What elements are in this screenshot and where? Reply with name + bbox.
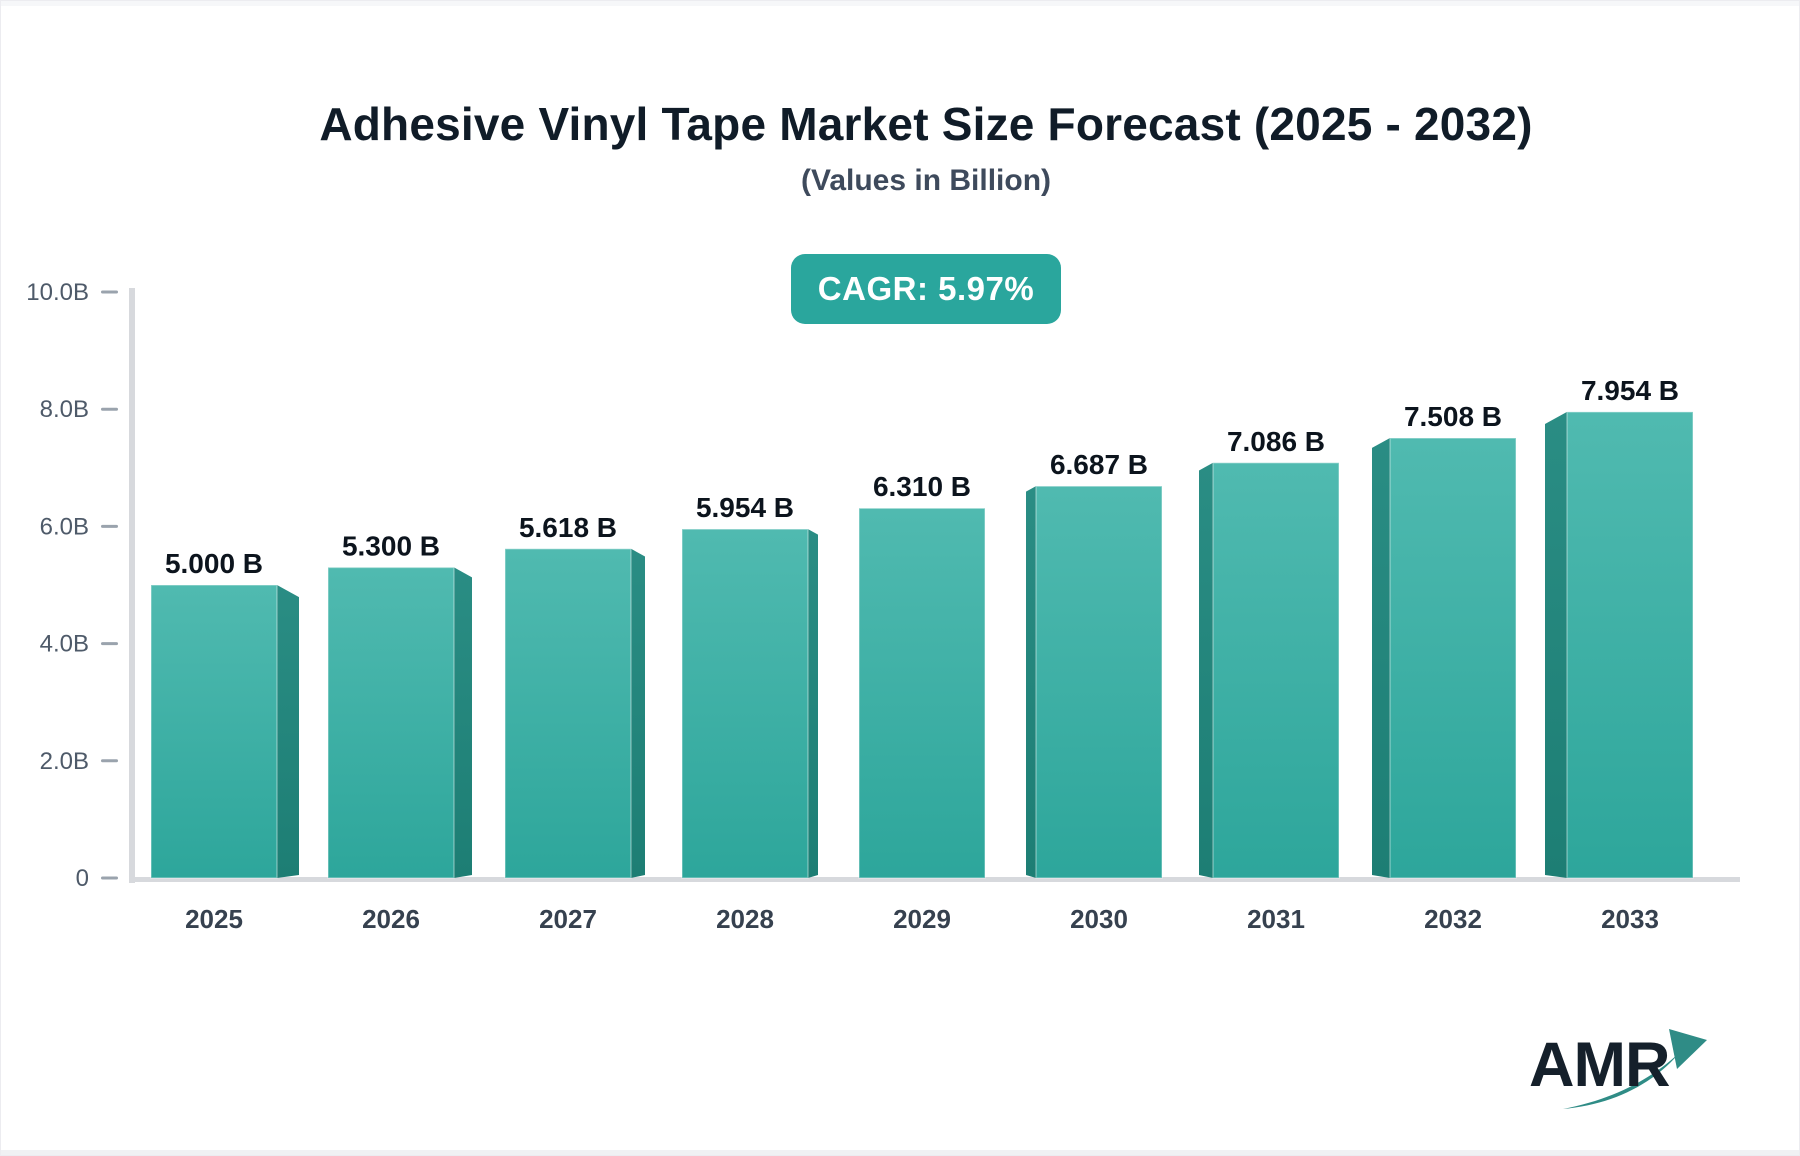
amr-logo-text: AMR [1529,1030,1670,1100]
y-tick-mark [101,407,118,411]
x-tick-label: 2032 [1424,904,1482,934]
chart-bars [150,411,1694,879]
y-tick-label: 4.0B [40,631,89,658]
bar-2028 [681,528,809,879]
y-tick-mark [101,524,118,528]
bar-2032 [1389,437,1517,879]
x-tick-label: 2028 [716,904,774,934]
y-tick-label: 8.0B [40,396,89,423]
x-axis-line [129,877,1740,882]
bar-2033 [1566,411,1694,879]
bar-value-label: 5.300 B [342,530,440,561]
bar-2025 [150,584,278,879]
chart-title: Adhesive Vinyl Tape Market Size Forecast… [319,98,1533,150]
chart-axes [101,288,1740,883]
y-tick-mark [101,876,118,880]
bar-value-label: 5.954 B [696,492,794,523]
bar-side-2028 [808,529,818,878]
x-tick-label: 2033 [1601,904,1659,934]
bar-side-2027 [631,548,645,878]
chart-subtitle: (Values in Billion) [800,164,1052,197]
bar-value-label: 6.687 B [1050,449,1148,480]
top-edge-strip [1,1,1799,6]
y-tick-label: 2.0B [40,748,89,775]
y-tick-mark [101,759,118,763]
cagr-badge: CAGR: 5.97% [791,254,1061,324]
chart-labels: 0 2.0B 4.0B 6.0B 8.0B 10.0B 5.000 B 2025 5.300 B… [26,279,1679,934]
bar-side-2030 [1026,486,1036,878]
x-tick-label: 2025 [185,904,243,934]
bar-side-2031 [1199,462,1213,878]
bar-value-label: 7.508 B [1404,401,1502,432]
y-axis-line [129,288,135,883]
bar-side-2025 [277,585,299,878]
bar-value-label: 6.310 B [873,471,971,502]
y-tick-mark [101,290,118,294]
y-tick-label: 6.0B [40,513,89,540]
x-tick-label: 2030 [1070,904,1128,934]
bar-2026 [327,566,455,879]
bar-value-label: 5.618 B [519,512,617,543]
amr-logo: AMR [1521,1023,1721,1123]
bar-side-2026 [454,567,472,878]
chart-header: Adhesive Vinyl Tape Market Size Forecast… [51,1,1799,200]
y-tick-label: 0 [76,865,89,892]
bar-2031 [1212,462,1340,879]
bar-2029 [858,507,986,879]
bar-2030 [1035,485,1163,879]
x-tick-label: 2029 [893,904,951,934]
bar-value-label: 7.086 B [1227,426,1325,457]
bottom-edge-strip [1,1150,1799,1155]
bar-value-label: 7.954 B [1581,375,1679,406]
x-tick-label: 2026 [362,904,420,934]
y-tick-label: 10.0B [26,279,89,306]
bar-value-label: 5.000 B [165,548,263,579]
bar-2027 [504,548,632,879]
bar-side-2032 [1372,438,1390,878]
cagr-badge-label: CAGR: 5.97% [817,270,1035,307]
bar-side-2033 [1545,411,1567,878]
growth-arrow-icon [1563,1029,1707,1109]
y-tick-mark [101,642,118,646]
x-tick-label: 2027 [539,904,597,934]
x-tick-label: 2031 [1247,904,1305,934]
